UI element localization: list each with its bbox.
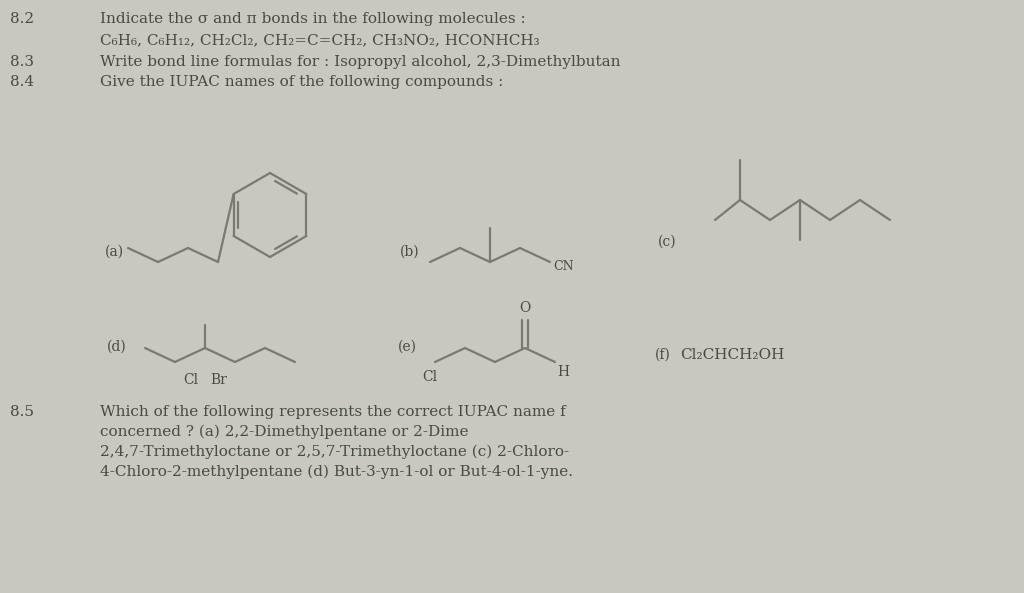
Text: 2,4,7-Trimethyloctane or 2,5,7-Trimethyloctane (c) 2-Chloro-: 2,4,7-Trimethyloctane or 2,5,7-Trimethyl… <box>100 445 569 460</box>
Text: C₆H₆, C₆H₁₂, CH₂Cl₂, CH₂=C=CH₂, CH₃NO₂, HCONHCH₃: C₆H₆, C₆H₁₂, CH₂Cl₂, CH₂=C=CH₂, CH₃NO₂, … <box>100 33 540 47</box>
Text: CN: CN <box>553 260 573 273</box>
Text: (e): (e) <box>398 340 417 354</box>
Text: Cl: Cl <box>183 373 198 387</box>
Text: (b): (b) <box>400 245 420 259</box>
Text: (a): (a) <box>105 245 124 259</box>
Text: 8.3: 8.3 <box>10 55 34 69</box>
Text: (d): (d) <box>106 340 127 354</box>
Text: Which of the following represents the correct IUPAC name f: Which of the following represents the co… <box>100 405 565 419</box>
Text: Cl₂CHCH₂OH: Cl₂CHCH₂OH <box>680 348 784 362</box>
Text: (c): (c) <box>658 235 677 249</box>
Text: concerned ? (a) 2,2-Dimethylpentane or 2-Dime: concerned ? (a) 2,2-Dimethylpentane or 2… <box>100 425 469 439</box>
Text: 8.5: 8.5 <box>10 405 34 419</box>
Text: 8.4: 8.4 <box>10 75 34 89</box>
Text: Cl: Cl <box>422 370 437 384</box>
Text: Indicate the σ and π bonds in the following molecules :: Indicate the σ and π bonds in the follow… <box>100 12 525 26</box>
Text: Write bond line formulas for : Isopropyl alcohol, 2,3-Dimethylbutan: Write bond line formulas for : Isopropyl… <box>100 55 621 69</box>
Text: Br: Br <box>210 373 227 387</box>
Text: 8.2: 8.2 <box>10 12 34 26</box>
Text: Give the IUPAC names of the following compounds :: Give the IUPAC names of the following co… <box>100 75 504 89</box>
Text: 4-Chloro-2-methylpentane (d) But-3-yn-1-ol or But-4-ol-1-yne.: 4-Chloro-2-methylpentane (d) But-3-yn-1-… <box>100 465 573 479</box>
Text: H: H <box>557 365 569 379</box>
Text: O: O <box>519 301 530 315</box>
Text: (f): (f) <box>655 348 671 362</box>
